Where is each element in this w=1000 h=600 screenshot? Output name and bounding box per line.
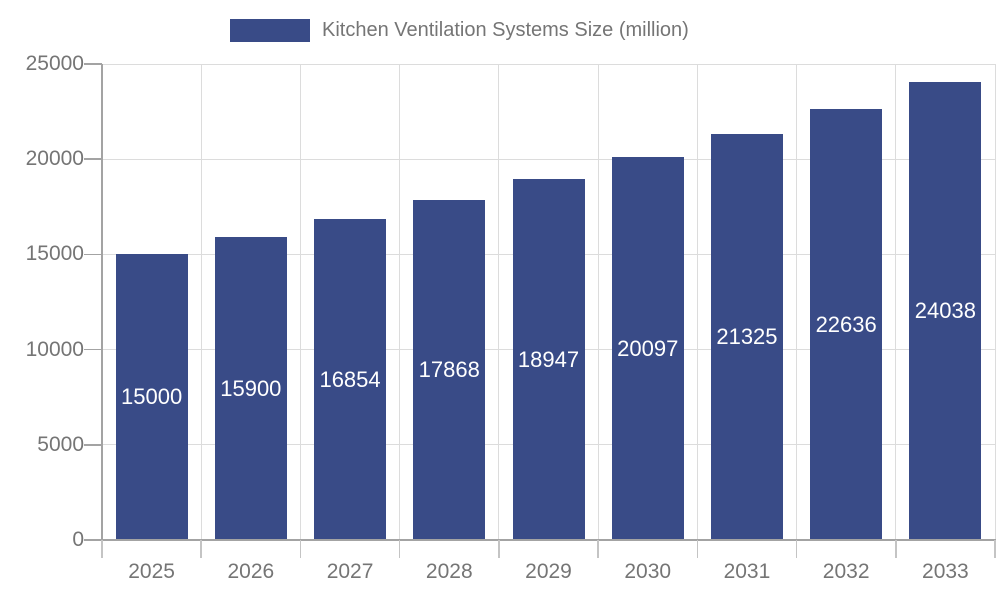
y-tick-mark — [84, 444, 102, 446]
x-tick-label: 2029 — [525, 560, 572, 583]
y-tick-label: 15000 — [25, 242, 84, 266]
v-gridline — [696, 64, 698, 540]
bar[interactable] — [611, 157, 684, 540]
bar-value-label: 15000 — [121, 384, 183, 410]
y-tick-mark — [84, 63, 102, 65]
bar[interactable] — [115, 254, 188, 540]
v-gridline — [399, 64, 401, 540]
y-tick-mark — [84, 253, 102, 256]
bar[interactable] — [413, 199, 486, 540]
bar[interactable] — [710, 133, 783, 540]
x-tick-label: 2031 — [723, 560, 771, 583]
legend-swatch — [230, 19, 310, 42]
bar-value-label: 21325 — [716, 323, 778, 349]
x-tick-mark — [597, 540, 599, 558]
x-tick-mark — [696, 540, 699, 558]
v-gridline — [200, 64, 202, 540]
bar-value-label: 17868 — [418, 356, 480, 382]
plot-area: 15000 15900 16854 17868 18947 20097 21325 22636… — [102, 63, 996, 540]
y-tick-label: 0 — [72, 528, 84, 551]
x-tick-label: 2027 — [326, 560, 374, 583]
bar-value-label: 15900 — [220, 375, 282, 401]
bar[interactable] — [314, 219, 387, 540]
h-gridline — [102, 158, 995, 160]
x-tick-label: 2026 — [227, 560, 275, 583]
bar[interactable] — [909, 82, 982, 540]
x-tick-label: 2025 — [128, 560, 175, 583]
y-axis-line — [101, 64, 103, 541]
x-tick-mark — [200, 540, 202, 558]
y-tick-mark — [84, 158, 102, 160]
v-gridline — [498, 64, 500, 540]
x-tick-mark — [101, 540, 103, 558]
bar-value-label: 16854 — [319, 366, 381, 392]
x-tick-mark — [994, 540, 996, 558]
bar-value-label: 24038 — [914, 298, 976, 324]
v-gridline — [895, 64, 897, 540]
y-tick-mark — [84, 539, 102, 541]
bar-value-label: 22636 — [815, 311, 877, 337]
x-tick-mark — [895, 540, 897, 558]
h-gridline — [102, 63, 995, 65]
y-tick-label: 5000 — [37, 432, 84, 456]
y-tick-mark — [84, 348, 102, 351]
y-tick-label: 20000 — [25, 147, 84, 171]
x-axis-line — [101, 539, 996, 541]
bar[interactable] — [214, 237, 287, 540]
v-gridline — [299, 64, 301, 540]
bar[interactable] — [512, 179, 585, 540]
bar-value-label: 20097 — [617, 335, 679, 361]
bar-value-label: 18947 — [517, 346, 580, 372]
x-tick-mark — [795, 540, 798, 558]
v-gridline — [597, 64, 599, 540]
x-tick-label: 2028 — [425, 560, 473, 583]
legend[interactable]: Kitchen Ventilation Systems Size (millio… — [230, 19, 689, 42]
v-gridline — [796, 64, 798, 540]
x-tick-mark — [398, 540, 401, 558]
x-tick-label: 2032 — [822, 560, 870, 583]
x-tick-label: 2033 — [922, 560, 969, 583]
x-tick-label: 2030 — [624, 560, 672, 583]
y-tick-label: 10000 — [25, 337, 84, 361]
x-tick-mark — [498, 540, 500, 558]
x-tick-mark — [299, 540, 302, 558]
bar[interactable] — [810, 109, 883, 540]
y-tick-label: 25000 — [25, 52, 84, 75]
v-gridline — [994, 64, 996, 540]
legend-label: Kitchen Ventilation Systems Size (millio… — [322, 19, 689, 41]
